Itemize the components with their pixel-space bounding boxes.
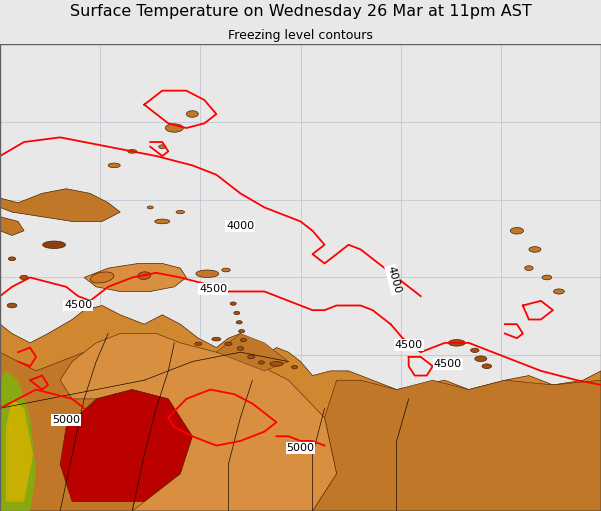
Ellipse shape — [239, 330, 245, 333]
Polygon shape — [0, 306, 601, 511]
Ellipse shape — [108, 163, 120, 168]
Text: 4500: 4500 — [200, 284, 227, 294]
Ellipse shape — [128, 150, 136, 153]
Ellipse shape — [225, 342, 232, 345]
Polygon shape — [60, 389, 192, 502]
Ellipse shape — [176, 211, 185, 214]
Ellipse shape — [20, 275, 28, 280]
Text: 4500: 4500 — [434, 359, 462, 369]
Polygon shape — [0, 371, 36, 511]
Polygon shape — [0, 217, 24, 236]
Ellipse shape — [448, 340, 465, 346]
Text: 5000: 5000 — [287, 443, 314, 453]
Ellipse shape — [7, 303, 17, 308]
Polygon shape — [216, 334, 288, 371]
Polygon shape — [60, 334, 337, 511]
Ellipse shape — [155, 219, 170, 224]
Ellipse shape — [196, 270, 219, 277]
Text: 4000: 4000 — [227, 221, 254, 231]
Text: Surface Temperature on Wednesday 26 Mar at 11pm AST: Surface Temperature on Wednesday 26 Mar … — [70, 5, 531, 19]
Polygon shape — [6, 399, 33, 502]
Ellipse shape — [270, 362, 283, 366]
Ellipse shape — [230, 302, 236, 305]
Ellipse shape — [186, 111, 198, 117]
Ellipse shape — [482, 364, 492, 368]
Polygon shape — [0, 189, 120, 221]
Ellipse shape — [471, 348, 479, 353]
Ellipse shape — [237, 346, 244, 351]
Ellipse shape — [510, 227, 523, 234]
Ellipse shape — [475, 356, 487, 362]
Ellipse shape — [90, 272, 114, 283]
Ellipse shape — [147, 206, 153, 209]
Text: 4000: 4000 — [385, 265, 402, 295]
Ellipse shape — [138, 272, 151, 280]
Ellipse shape — [222, 268, 230, 272]
Ellipse shape — [212, 337, 221, 341]
Ellipse shape — [240, 338, 246, 342]
Ellipse shape — [525, 266, 533, 270]
Text: 4500: 4500 — [395, 340, 423, 350]
Text: 4500: 4500 — [64, 300, 92, 311]
Ellipse shape — [234, 311, 240, 315]
Ellipse shape — [8, 257, 16, 261]
Text: 5000: 5000 — [52, 415, 80, 425]
Ellipse shape — [529, 247, 541, 252]
Ellipse shape — [542, 275, 552, 280]
Ellipse shape — [195, 342, 202, 345]
Ellipse shape — [165, 124, 183, 132]
Polygon shape — [313, 380, 601, 511]
Ellipse shape — [248, 355, 255, 359]
Ellipse shape — [291, 365, 297, 369]
Polygon shape — [84, 264, 186, 291]
Ellipse shape — [43, 241, 66, 248]
Polygon shape — [0, 352, 144, 511]
Ellipse shape — [159, 145, 166, 149]
Text: Freezing level contours: Freezing level contours — [228, 29, 373, 42]
Ellipse shape — [258, 361, 264, 364]
Ellipse shape — [236, 321, 242, 324]
Ellipse shape — [554, 289, 564, 294]
